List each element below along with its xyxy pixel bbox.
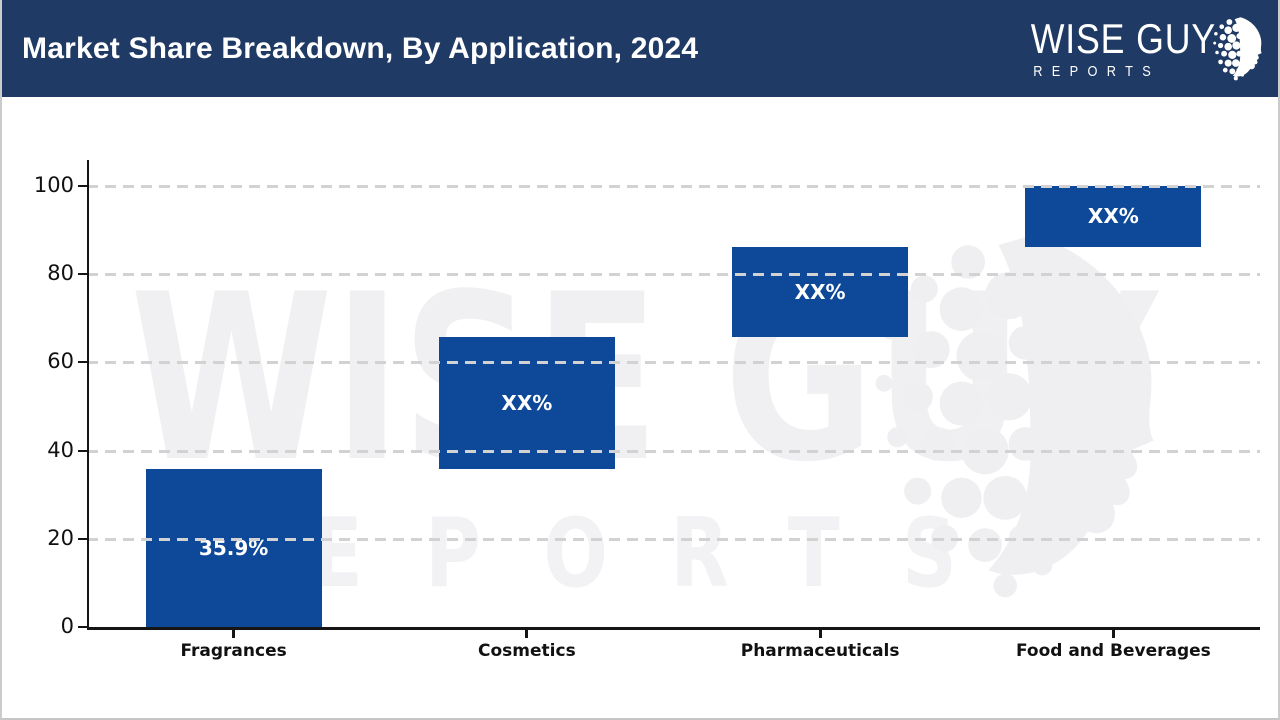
x-category-label: Food and Beverages [1015,641,1211,661]
x-category-label: Cosmetics [478,641,576,661]
x-axis-line [87,627,1260,630]
chart-area: WISE GUY REPORTS 0 20 40 60 80 100 35.9% Fragra… [2,97,1278,718]
bar-food-and-beverages: XX% [1025,186,1202,247]
y-tick-60 [78,361,87,364]
bar-cosmetics: XX% [438,336,615,469]
x-tick-2 [818,630,822,638]
wiseguy-face-icon [1213,16,1262,80]
x-category-label: Pharmaceuticals [740,641,900,661]
bar-fragrances: 35.9% [145,468,322,627]
y-tick-80 [78,273,87,276]
y-tick-label-20: 20 [47,525,74,550]
bar-value-label: XX% [1087,204,1139,229]
y-tick-label-0: 0 [60,614,74,638]
x-tick-1 [525,630,529,638]
wiseguy-logo: WISE GUY REPORTS [998,9,1264,89]
bar-value-label: XX% [794,279,846,304]
x-tick-0 [232,630,236,638]
watermark-wordmark: WISE GUY [130,246,1158,513]
gridline-20 [87,537,1260,541]
page-title: Market Share Breakdown, By Application, … [22,31,699,65]
logo-subtext: REPORTS [1033,62,1161,80]
y-tick-label-80: 80 [47,261,74,286]
y-tick-label-60: 60 [47,349,74,374]
gridline-100 [87,185,1260,188]
watermark-subtext: REPORTS [190,499,1020,609]
gridline-40 [87,449,1260,453]
logo-wordmark: WISE GUY [1030,14,1216,62]
logo-text: WISE GUY REPORTS [1030,14,1216,80]
gridline-80 [87,273,1260,277]
y-axis-line [87,160,89,630]
bar-pharmaceuticals: XX% [732,246,909,337]
bar-value-label: XX% [501,390,553,415]
header: Market Share Breakdown, By Application, … [2,0,1278,97]
y-tick-100 [78,185,87,187]
y-tick-0 [78,626,87,628]
y-tick-20 [78,537,87,540]
y-tick-label-40: 40 [47,437,74,462]
y-tick-label-100: 100 [33,173,74,197]
y-tick-40 [78,449,87,452]
gridline-60 [87,361,1260,365]
x-tick-3 [1111,630,1115,638]
x-category-label: Fragrances [180,641,287,661]
